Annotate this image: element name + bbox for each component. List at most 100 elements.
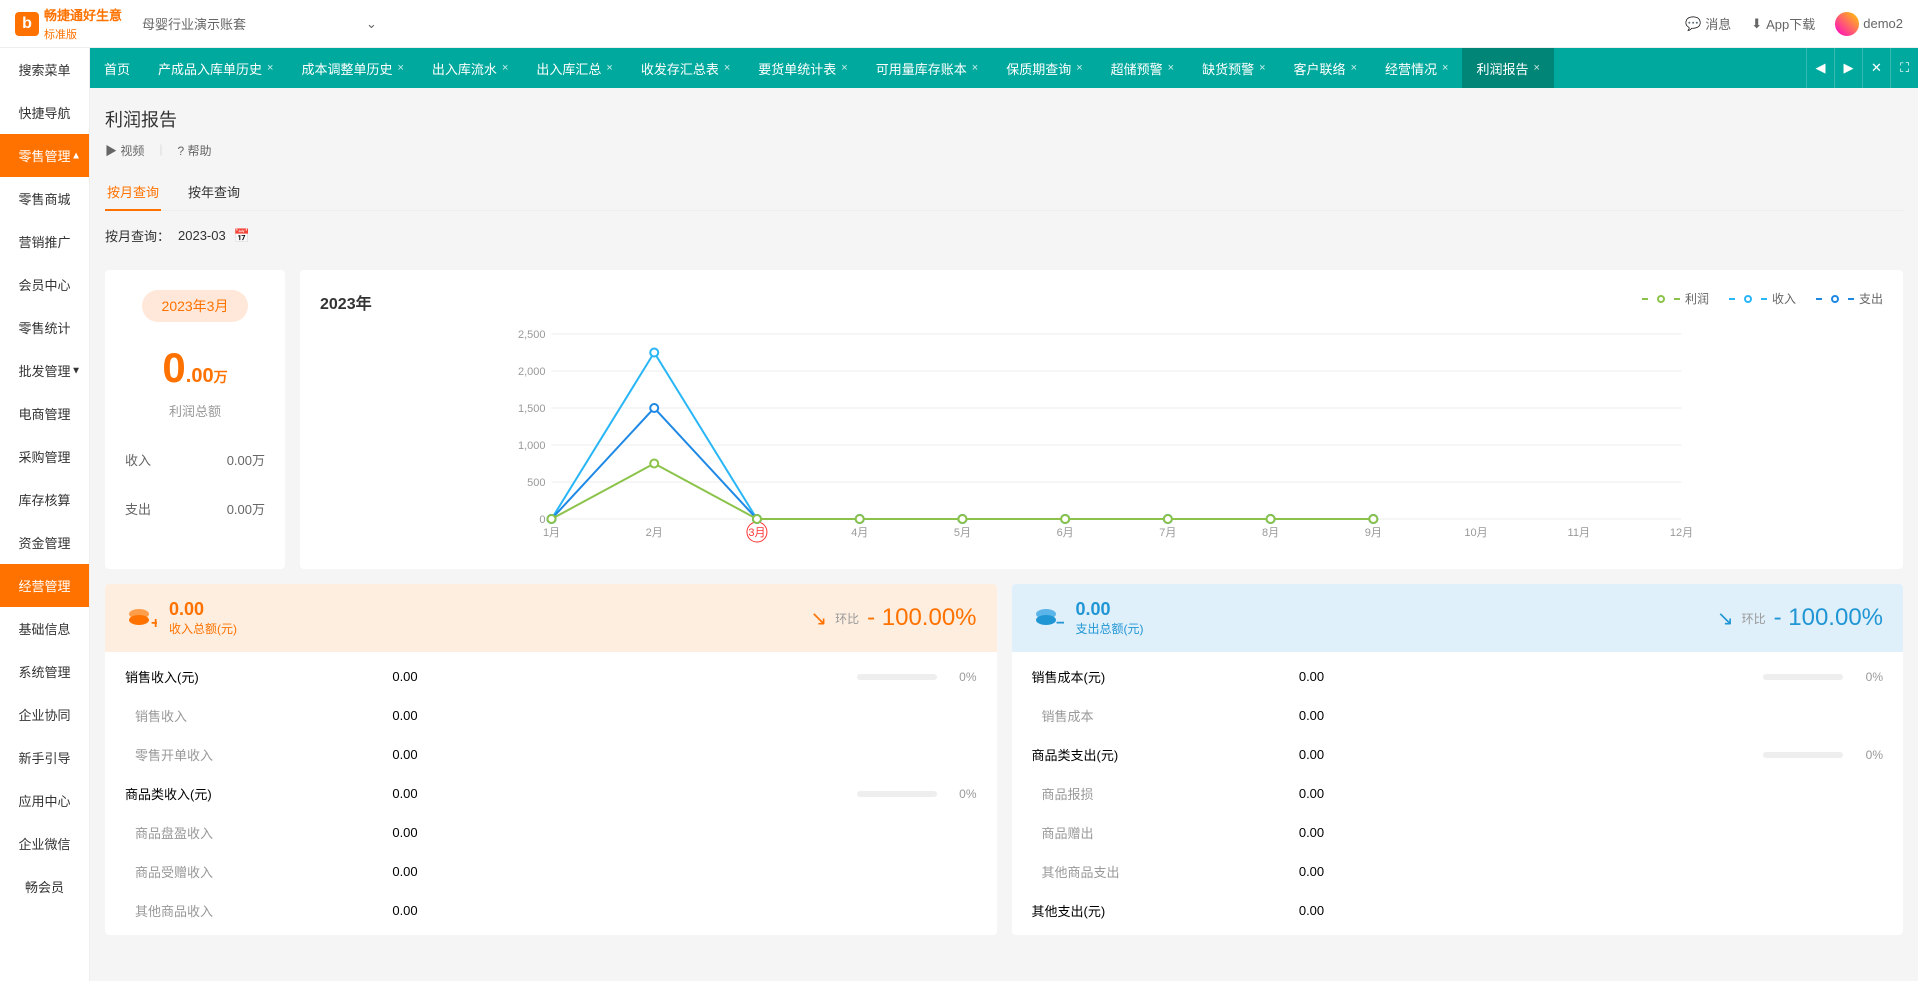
sidebar-item[interactable]: 经营管理 bbox=[0, 564, 89, 607]
sidebar-item[interactable]: 零售商城 bbox=[0, 177, 89, 220]
tab[interactable]: 可用量库存账本× bbox=[862, 48, 992, 88]
sidebar-item[interactable]: 畅会员 bbox=[0, 865, 89, 908]
page-title: 利润报告 bbox=[105, 106, 1903, 132]
tab-close-icon[interactable]: × bbox=[267, 62, 273, 74]
svg-text:2,500: 2,500 bbox=[518, 329, 546, 341]
line-chart: 2,5002,0001,5001,00050001月2月3月4月5月6月7月8月… bbox=[320, 324, 1883, 544]
sidebar-item[interactable]: 零售管理▲ bbox=[0, 134, 89, 177]
sidebar-item[interactable]: 应用中心 bbox=[0, 779, 89, 822]
tab[interactable]: 保质期查询× bbox=[992, 48, 1096, 88]
tab[interactable]: 客户联络× bbox=[1280, 48, 1371, 88]
summary-row: 支出0.00万 bbox=[125, 499, 265, 518]
profit-total: 0.00万 bbox=[125, 347, 265, 389]
trend-down-icon: ↘ bbox=[1717, 606, 1734, 631]
sidebar-item[interactable]: 企业微信 bbox=[0, 822, 89, 865]
sidebar-item[interactable]: 基础信息 bbox=[0, 607, 89, 650]
tab[interactable]: 利润报告× bbox=[1462, 48, 1553, 88]
query-tab[interactable]: 按月查询 bbox=[105, 174, 161, 211]
sidebar-item[interactable]: 库存核算 bbox=[0, 478, 89, 521]
tab[interactable]: 收发存汇总表× bbox=[627, 48, 744, 88]
profit-label: 利润总额 bbox=[125, 401, 265, 420]
summary-card: 2023年3月 0.00万 利润总额 收入0.00万支出0.00万 bbox=[105, 270, 285, 569]
svg-text:3月: 3月 bbox=[748, 527, 765, 539]
logo-brand: 畅捷通好生意 bbox=[44, 5, 122, 24]
svg-text:1,000: 1,000 bbox=[518, 440, 546, 452]
app-download-button[interactable]: ⬇ App下载 bbox=[1751, 14, 1815, 33]
messages-button[interactable]: 💬 消息 bbox=[1685, 14, 1731, 33]
tab-close-icon[interactable]: × bbox=[1533, 62, 1539, 74]
income-panel: + 0.00 收入总额(元) ↘ 环比 - 100.00% 销售收入(元 bbox=[105, 584, 997, 935]
account-selector[interactable]: 母婴行业演示账套 ⌄ bbox=[142, 14, 377, 33]
tab[interactable]: 出入库汇总× bbox=[522, 48, 626, 88]
tab[interactable]: 超储预警× bbox=[1097, 48, 1188, 88]
svg-text:2,000: 2,000 bbox=[518, 366, 546, 378]
sidebar-item[interactable]: 企业协同 bbox=[0, 693, 89, 736]
tab-close-icon[interactable]: × bbox=[397, 62, 403, 74]
calendar-icon[interactable]: 📅 bbox=[234, 228, 250, 244]
tab-close-icon[interactable]: × bbox=[1351, 62, 1357, 74]
tab-close-icon[interactable]: × bbox=[1168, 62, 1174, 74]
sidebar-item[interactable]: 新手引导 bbox=[0, 736, 89, 779]
svg-text:11月: 11月 bbox=[1568, 527, 1590, 539]
tab[interactable]: 经营情况× bbox=[1371, 48, 1462, 88]
stat-row: 商品盘盈收入0.00 bbox=[125, 813, 977, 852]
query-tab[interactable]: 按年查询 bbox=[186, 174, 242, 210]
query-date: 2023-03 bbox=[178, 228, 226, 243]
help-link[interactable]: ? 帮助 bbox=[177, 142, 211, 159]
svg-text:4月: 4月 bbox=[851, 527, 868, 539]
tab[interactable]: 产成品入库单历史× bbox=[144, 48, 287, 88]
svg-text:+: + bbox=[151, 615, 157, 632]
download-icon: ⬇ bbox=[1751, 16, 1762, 32]
stat-row: 商品报损0.00 bbox=[1032, 774, 1884, 813]
video-link[interactable]: ▶ 视频 bbox=[105, 142, 144, 159]
tab-close-icon[interactable]: × bbox=[1076, 62, 1082, 74]
chart-card: 2023年 利润 收入 支出 2,5002,0001,5001,00050001… bbox=[300, 270, 1903, 569]
tabs-close-button[interactable]: ✕ bbox=[1862, 48, 1890, 88]
svg-text:12月: 12月 bbox=[1670, 527, 1693, 539]
sidebar-item[interactable]: 快捷导航 bbox=[0, 91, 89, 134]
tab[interactable]: 成本调整单历史× bbox=[287, 48, 417, 88]
svg-text:500: 500 bbox=[527, 477, 545, 489]
tabs-next-button[interactable]: ▶ bbox=[1834, 48, 1862, 88]
expense-label: 支出总额(元) bbox=[1076, 620, 1144, 637]
logo-icon: b bbox=[15, 12, 39, 36]
topbar: b 畅捷通好生意 标准版 母婴行业演示账套 ⌄ 💬 消息 ⬇ App下载 dem… bbox=[0, 0, 1918, 48]
sidebar-item[interactable]: 营销推广 bbox=[0, 220, 89, 263]
income-label: 收入总额(元) bbox=[169, 620, 237, 637]
tab[interactable]: 缺货预警× bbox=[1188, 48, 1279, 88]
sidebar-item[interactable]: 电商管理 bbox=[0, 392, 89, 435]
stat-row: 商品类支出(元)0.000% bbox=[1032, 735, 1884, 774]
stat-row: 销售收入(元)0.000% bbox=[125, 657, 977, 696]
query-label: 按月查询： bbox=[105, 226, 170, 245]
logo[interactable]: b 畅捷通好生意 标准版 bbox=[15, 5, 122, 42]
fullscreen-button[interactable]: ⛶ bbox=[1890, 48, 1918, 88]
sidebar-item[interactable]: 搜索菜单 bbox=[0, 48, 89, 91]
tab-close-icon[interactable]: × bbox=[1259, 62, 1265, 74]
legend-item: 利润 bbox=[1642, 290, 1709, 307]
svg-text:9月: 9月 bbox=[1365, 527, 1382, 539]
tab-close-icon[interactable]: × bbox=[724, 62, 730, 74]
period-badge: 2023年3月 bbox=[142, 290, 249, 322]
sidebar-item[interactable]: 资金管理 bbox=[0, 521, 89, 564]
tabs-prev-button[interactable]: ◀ bbox=[1806, 48, 1834, 88]
tab-close-icon[interactable]: × bbox=[972, 62, 978, 74]
tab-close-icon[interactable]: × bbox=[841, 62, 847, 74]
expense-value: 0.00 bbox=[1076, 599, 1144, 620]
sidebar-item[interactable]: 系统管理 bbox=[0, 650, 89, 693]
sidebar-item[interactable]: 批发管理▼ bbox=[0, 349, 89, 392]
svg-text:−: − bbox=[1056, 615, 1064, 632]
tab[interactable]: 要货单统计表× bbox=[744, 48, 861, 88]
tab-close-icon[interactable]: × bbox=[1442, 62, 1448, 74]
tab-close-icon[interactable]: × bbox=[502, 62, 508, 74]
sidebar-item[interactable]: 零售统计 bbox=[0, 306, 89, 349]
stat-row: 商品赠出0.00 bbox=[1032, 813, 1884, 852]
user-menu[interactable]: demo2 bbox=[1835, 12, 1903, 36]
sidebar-item[interactable]: 采购管理 bbox=[0, 435, 89, 478]
svg-text:5月: 5月 bbox=[954, 527, 971, 539]
tab[interactable]: 首页 bbox=[90, 48, 144, 88]
tab[interactable]: 出入库流水× bbox=[418, 48, 522, 88]
summary-row: 收入0.00万 bbox=[125, 450, 265, 469]
stat-row: 商品受赠收入0.00 bbox=[125, 852, 977, 891]
sidebar-item[interactable]: 会员中心 bbox=[0, 263, 89, 306]
tab-close-icon[interactable]: × bbox=[606, 62, 612, 74]
